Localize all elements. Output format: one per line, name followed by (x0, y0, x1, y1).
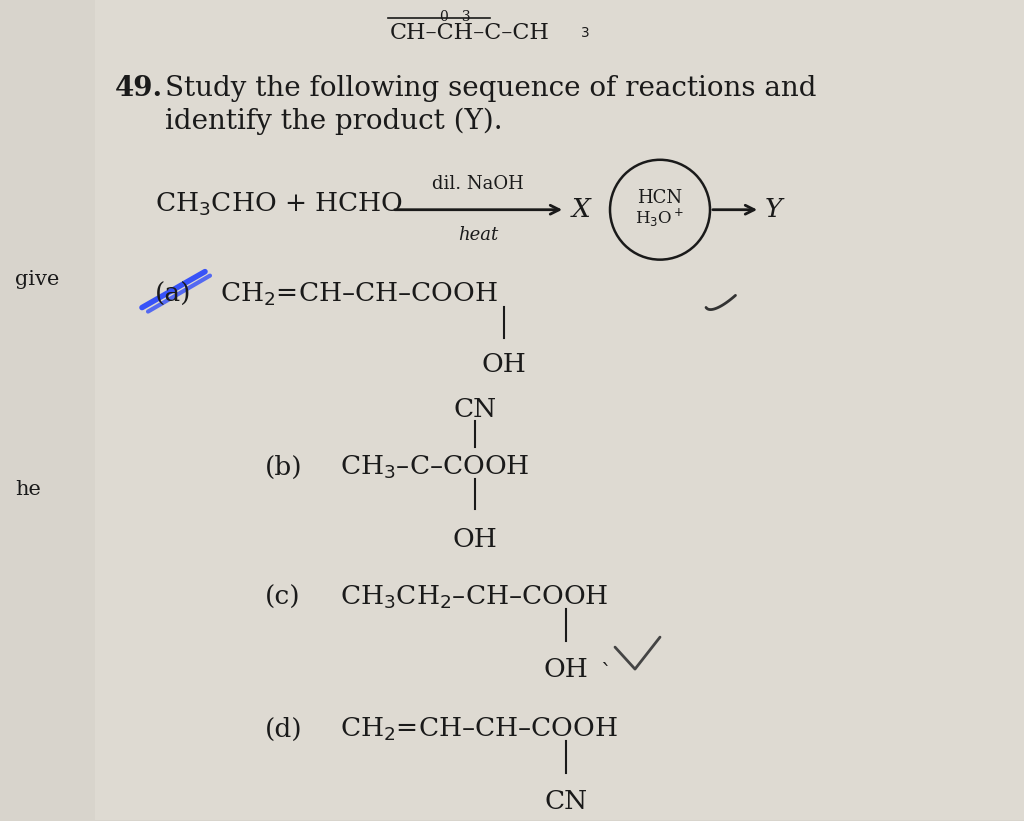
Text: OH: OH (481, 351, 526, 377)
Text: CH$_2$=CH–CH–COOH: CH$_2$=CH–CH–COOH (220, 281, 498, 309)
Text: OH: OH (544, 657, 589, 682)
Text: HCN: HCN (637, 189, 683, 207)
Text: CH$_2$=CH–CH–COOH: CH$_2$=CH–CH–COOH (340, 715, 617, 743)
Text: $_3$: $_3$ (580, 22, 590, 40)
Text: `: ` (600, 663, 611, 685)
FancyBboxPatch shape (95, 0, 1024, 820)
Text: (c): (c) (265, 585, 301, 610)
Text: CN: CN (454, 397, 497, 422)
Text: (a): (a) (155, 282, 191, 307)
Text: CH–CH–C–CH: CH–CH–C–CH (390, 22, 550, 44)
Text: CH$_3$CH$_2$–CH–COOH: CH$_3$CH$_2$–CH–COOH (340, 584, 608, 611)
Text: identify the product (Y).: identify the product (Y). (165, 108, 503, 135)
Text: Y: Y (765, 197, 782, 222)
Text: CN: CN (545, 789, 588, 814)
Text: 49.: 49. (115, 75, 163, 102)
Text: OH: OH (453, 527, 498, 553)
Text: dil. NaOH: dil. NaOH (432, 175, 524, 193)
Text: CH$_3$CHO + HCHO: CH$_3$CHO + HCHO (155, 191, 403, 218)
Text: he: he (15, 479, 41, 499)
Text: (d): (d) (265, 717, 303, 741)
Text: CH$_3$–C–COOH: CH$_3$–C–COOH (340, 454, 529, 481)
Text: 0   3: 0 3 (440, 10, 471, 24)
Text: H$_3$O$^+$: H$_3$O$^+$ (636, 207, 685, 229)
Text: (b): (b) (265, 455, 303, 479)
Text: heat: heat (458, 226, 498, 244)
Text: Study the following sequence of reactions and: Study the following sequence of reaction… (165, 75, 816, 102)
Text: give: give (15, 270, 59, 289)
Text: X: X (572, 197, 591, 222)
